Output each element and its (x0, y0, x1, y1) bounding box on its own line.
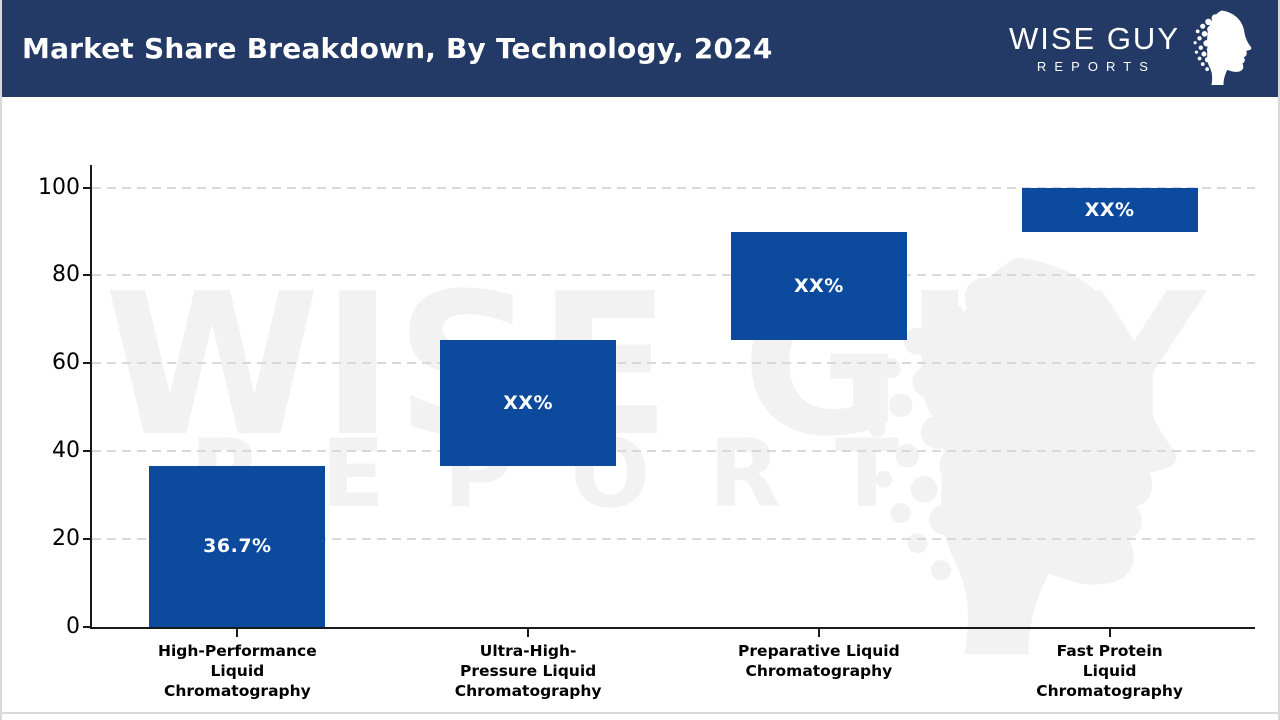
y-tick-mark (83, 274, 92, 277)
y-gridline (92, 186, 1255, 189)
y-tick-mark (83, 362, 92, 365)
bar-segment: XX% (730, 231, 907, 340)
figure-bottom-border (2, 712, 1278, 714)
y-tick-mark (83, 626, 92, 628)
y-axis (90, 165, 92, 629)
bar-segment: XX% (440, 339, 617, 466)
header: Market Share Breakdown, By Technology, 2… (2, 0, 1278, 97)
bar-value-label: XX% (793, 274, 844, 297)
y-tick-label: 60 (52, 350, 80, 376)
y-gridline (92, 538, 1255, 541)
y-tick-label: 0 (66, 614, 80, 639)
x-category-label-line: Preparative Liquid (738, 642, 900, 660)
bar-value-label: XX% (503, 391, 554, 414)
brand-subtitle: REPORTS (1036, 59, 1156, 74)
brand-wordmark: WISE GUY REPORTS (1009, 23, 1180, 74)
logo-head-icon (1182, 8, 1260, 90)
x-category-label-line: Chromatography (163, 682, 311, 700)
x-category-label-line: Chromatography (454, 682, 602, 700)
brand-logo: WISE GUY REPORTS (1009, 8, 1260, 90)
y-tick-mark (83, 450, 92, 453)
x-tick-mark (1108, 629, 1111, 637)
x-tick-mark (236, 629, 239, 637)
x-category-label-line: Chromatography (745, 662, 893, 680)
y-gridline (92, 450, 1255, 453)
chart-title: Market Share Breakdown, By Technology, 2… (22, 32, 773, 65)
x-category-label-line: Liquid (210, 662, 265, 680)
y-gridline (92, 274, 1255, 277)
y-gridline (92, 362, 1255, 365)
y-tick-mark (83, 538, 92, 541)
x-tick-mark (817, 629, 820, 637)
x-category-label-line: Fast Protein (1056, 642, 1163, 660)
x-category-label-line: Pressure Liquid (459, 662, 597, 680)
x-category-label-line: Ultra-High- (479, 642, 577, 660)
y-tick-mark (83, 186, 92, 189)
y-tick-label: 20 (52, 526, 80, 552)
x-category-label: Ultra-High- Pressure Liquid Chromatography (455, 641, 602, 701)
x-category-label: Preparative Liquid Chromatography (738, 641, 900, 681)
y-tick-label: 80 (52, 262, 80, 288)
x-axis (90, 627, 1255, 629)
x-category-label-line: High-Performance (158, 642, 317, 660)
bar-value-label: 36.7% (203, 535, 272, 558)
x-category-label: High-Performance Liquid Chromatography (158, 641, 317, 701)
x-category-label-line: Liquid (1082, 662, 1137, 680)
y-tick-label: 100 (38, 174, 80, 200)
brand-name: WISE GUY (1008, 21, 1180, 56)
bar-segment: 36.7% (149, 465, 326, 627)
x-category-label-line: Chromatography (1036, 682, 1184, 700)
x-tick-mark (527, 629, 530, 637)
x-category-label: Fast Protein Liquid Chromatography (1036, 641, 1183, 701)
bar-segment: XX% (1021, 187, 1198, 232)
y-tick-label: 40 (52, 438, 80, 464)
bar-value-label: XX% (1084, 198, 1135, 221)
